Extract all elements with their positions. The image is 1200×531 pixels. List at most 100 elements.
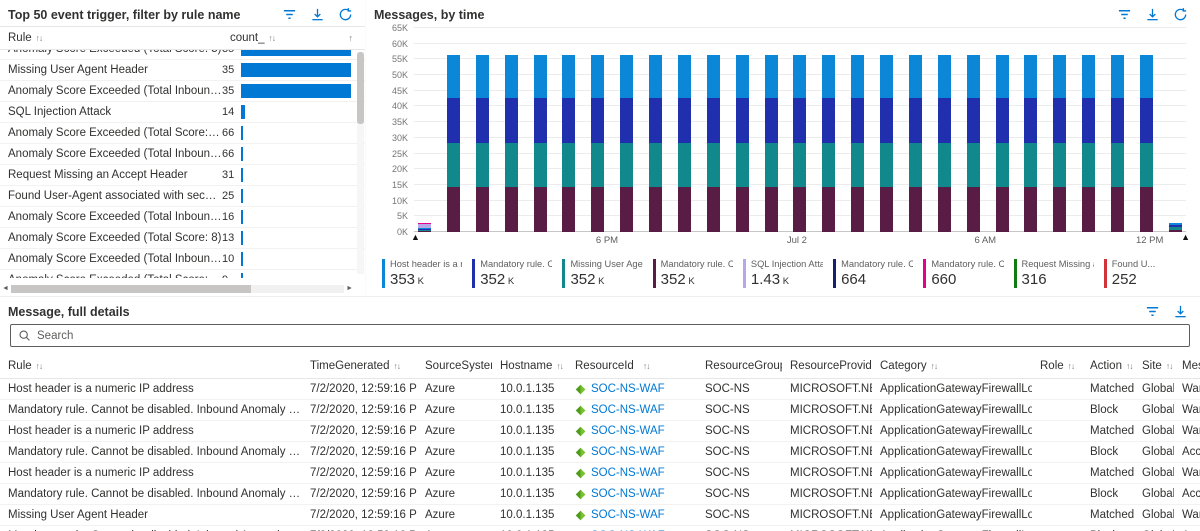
search-box[interactable] bbox=[10, 324, 1190, 347]
table-row[interactable]: Host header is a numeric IP address 7/2/2… bbox=[0, 421, 1200, 442]
table-row[interactable]: Request Missing an Accept Header 31 bbox=[0, 165, 365, 186]
time-brush-handle-right[interactable]: ▲ bbox=[1181, 232, 1190, 242]
stacked-bar[interactable] bbox=[1024, 28, 1038, 232]
column-header-category[interactable]: Category ↑↓ bbox=[880, 360, 938, 372]
table-row[interactable]: Found User-Agent associated with securit… bbox=[0, 186, 365, 207]
column-header-role[interactable]: Role ↑↓ bbox=[1040, 360, 1075, 372]
stacked-bar[interactable] bbox=[533, 28, 547, 232]
scrollbar-thumb[interactable] bbox=[357, 52, 364, 124]
stacked-bar[interactable] bbox=[1168, 28, 1182, 232]
stacked-bar[interactable] bbox=[1139, 28, 1153, 232]
stacked-bar[interactable] bbox=[966, 28, 980, 232]
chart-plot[interactable]: 0K 5K 10K 15K 20K 25K 30K 35K 40K 45K 50K 55K 60K 65K bbox=[392, 23, 1186, 237]
legend-item[interactable]: Mandatory rule. Cannot b... 660 bbox=[923, 259, 1004, 288]
undo-icon[interactable] bbox=[1173, 7, 1188, 22]
undo-icon[interactable] bbox=[338, 7, 353, 22]
stacked-bar[interactable] bbox=[649, 28, 662, 232]
search-input[interactable] bbox=[37, 329, 1182, 342]
stacked-bar[interactable] bbox=[475, 28, 489, 232]
resource-link[interactable]: SOC-NS-WAF bbox=[591, 446, 665, 458]
stacked-bar[interactable] bbox=[620, 28, 634, 232]
resource-link[interactable]: SOC-NS-WAF bbox=[591, 404, 665, 416]
column-header-count[interactable]: count_ ↑↓ bbox=[230, 32, 349, 44]
resource-link[interactable]: SOC-NS-WAF bbox=[591, 467, 665, 479]
table-row[interactable]: Anomaly Score Exceeded (Total Score: 5)3… bbox=[0, 50, 365, 60]
column-header-site[interactable]: Site ↑↓ bbox=[1142, 360, 1173, 372]
table-row[interactable]: SQL Injection Attack 14 bbox=[0, 102, 365, 123]
legend-item[interactable]: Request Missing an Accep... 316 bbox=[1013, 259, 1094, 288]
stacked-bar[interactable] bbox=[706, 28, 720, 232]
table-row[interactable]: Mandatory rule. Cannot be disabled. Inbo… bbox=[0, 484, 1200, 505]
legend-item[interactable]: Missing User Agent Head... 352 K bbox=[562, 259, 643, 288]
legend-item[interactable]: Host header is a numeric I... 353 K bbox=[382, 259, 462, 288]
column-header-resourceprovider[interactable]: ResourceProvider↑↓ bbox=[790, 360, 872, 372]
table-row[interactable]: Anomaly Score Exceeded (Total Inbound Sc… bbox=[0, 144, 365, 165]
scrollbar-track[interactable] bbox=[10, 284, 345, 293]
column-header-resourcegroup[interactable]: ResourceGroup↑↓ bbox=[705, 360, 782, 372]
stacked-bar[interactable] bbox=[793, 28, 807, 232]
download-icon[interactable] bbox=[310, 7, 325, 22]
stacked-bar[interactable] bbox=[418, 28, 431, 232]
stacked-bar[interactable] bbox=[1053, 28, 1067, 232]
table-row[interactable]: Anomaly Score Exceeded (Total Score: 8) 1… bbox=[0, 228, 365, 249]
column-header-timegenerated[interactable]: TimeGenerated ↑↓ bbox=[310, 360, 401, 372]
table-row[interactable]: Anomaly Score Exceeded (Total Inbound Sc… bbox=[0, 81, 365, 102]
vertical-scrollbar[interactable] bbox=[357, 52, 364, 274]
stacked-bar[interactable] bbox=[851, 28, 865, 232]
legend-item[interactable]: SQL Injection Attack (Sum) 1.43 K bbox=[742, 259, 823, 288]
stacked-bar[interactable] bbox=[937, 28, 951, 232]
table-row[interactable]: Mandatory rule. Cannot be disabled. Inbo… bbox=[0, 526, 1200, 531]
stacked-bar[interactable] bbox=[735, 28, 749, 232]
column-header-action[interactable]: Action ↑↓ bbox=[1090, 360, 1133, 372]
table-row[interactable]: Missing User Agent Header 35 bbox=[0, 60, 365, 81]
table-row[interactable]: Mandatory rule. Cannot be disabled. Inbo… bbox=[0, 400, 1200, 421]
stacked-bar[interactable] bbox=[908, 28, 922, 232]
time-brush-handle-left[interactable]: ▲ bbox=[411, 232, 420, 242]
table-row[interactable]: Anomaly Score Exceeded (Total Inbound Sc… bbox=[0, 207, 365, 228]
stacked-bar[interactable] bbox=[504, 28, 518, 232]
legend-item[interactable]: Mandatory rule. Cannot b... 352 K bbox=[472, 259, 552, 288]
table-row[interactable]: Missing User Agent Header 7/2/2020, 12:59… bbox=[0, 505, 1200, 526]
table-row[interactable]: Anomaly Score Exceeded (Total Score: 13)… bbox=[0, 123, 365, 144]
stacked-bar[interactable] bbox=[1111, 28, 1124, 232]
table-row[interactable]: Host header is a numeric IP address 7/2/2… bbox=[0, 379, 1200, 400]
table-row[interactable]: Mandatory rule. Cannot be disabled. Inbo… bbox=[0, 442, 1200, 463]
legend-item[interactable]: Found U... 252 bbox=[1103, 259, 1184, 288]
legend-item[interactable]: Mandatory rule. Cannot b... 352 K bbox=[652, 259, 733, 288]
scroll-right-icon[interactable]: ► bbox=[346, 285, 353, 292]
table-row[interactable]: Anomaly Score Exceeded (Total Inbound Sc… bbox=[0, 249, 365, 270]
horizontal-scrollbar[interactable]: ◄ ► bbox=[0, 283, 355, 294]
stacked-bar[interactable] bbox=[677, 28, 691, 232]
stacked-bar[interactable] bbox=[562, 28, 576, 232]
scrollbar-thumb[interactable] bbox=[10, 284, 251, 293]
column-header-resourceid[interactable]: ResourceId ↑↓ bbox=[575, 360, 650, 372]
stacked-bar[interactable] bbox=[995, 28, 1009, 232]
column-header-rule[interactable]: Rule ↑↓ bbox=[8, 32, 230, 44]
resource-link[interactable]: SOC-NS-WAF bbox=[591, 509, 665, 521]
column-header-rule[interactable]: Rule ↑↓ bbox=[8, 360, 43, 372]
stacked-bar[interactable] bbox=[822, 28, 836, 232]
resource-link[interactable]: SOC-NS-WAF bbox=[591, 425, 665, 437]
scroll-left-icon[interactable]: ◄ bbox=[2, 285, 9, 292]
bar-segment bbox=[706, 98, 720, 143]
filter-icon[interactable] bbox=[1117, 7, 1132, 22]
stacked-bar[interactable] bbox=[880, 28, 893, 232]
column-header-sourcesystem[interactable]: SourceSystem↑↓ bbox=[425, 360, 492, 372]
resource-link[interactable]: SOC-NS-WAF bbox=[591, 383, 665, 395]
filter-icon[interactable] bbox=[1145, 304, 1160, 319]
column-header-hostname[interactable]: Hostname ↑↓ bbox=[500, 360, 564, 372]
filter-icon[interactable] bbox=[282, 7, 297, 22]
x-axis: ▲ ▲ 6 PM Jul 2 6 AM 12 PM bbox=[411, 232, 1190, 247]
resource-link[interactable]: SOC-NS-WAF bbox=[591, 488, 665, 500]
sort-asc-icon[interactable]: ↑ bbox=[348, 33, 354, 43]
download-icon[interactable] bbox=[1173, 304, 1188, 319]
legend-item[interactable]: Mandatory rule. Cannot b... 664 bbox=[833, 259, 913, 288]
stacked-bar[interactable] bbox=[591, 28, 605, 232]
download-icon[interactable] bbox=[1145, 7, 1160, 22]
table-row[interactable]: Host header is a numeric IP address 7/2/2… bbox=[0, 463, 1200, 484]
column-header-message[interactable]: Message↑↓ bbox=[1182, 360, 1200, 372]
table-row[interactable]: Anomaly Score Exceeded (Total Score: 5) … bbox=[0, 270, 365, 278]
stacked-bar[interactable] bbox=[764, 28, 778, 232]
stacked-bar[interactable] bbox=[1082, 28, 1096, 232]
stacked-bar[interactable] bbox=[446, 28, 460, 232]
